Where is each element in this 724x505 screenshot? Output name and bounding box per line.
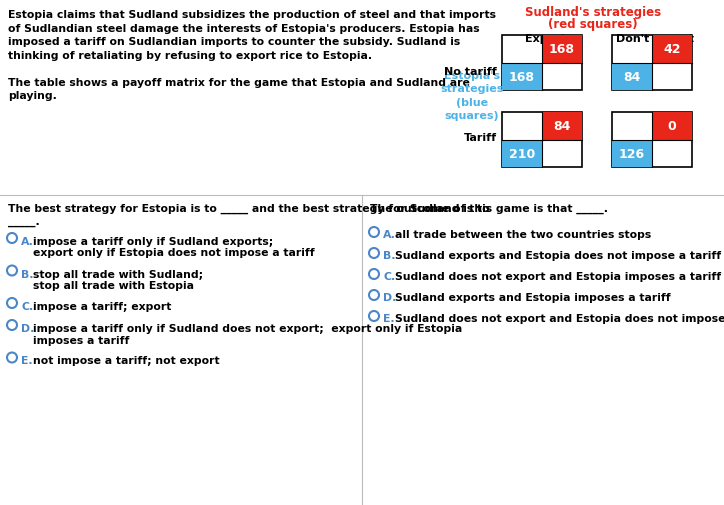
Bar <box>542 36 582 63</box>
Text: No tariff: No tariff <box>445 67 497 77</box>
Text: stop all trade with Sudland;: stop all trade with Sudland; <box>33 269 203 279</box>
Text: Don't export: Don't export <box>616 34 694 44</box>
Text: Sudland's strategies: Sudland's strategies <box>525 6 661 19</box>
Bar <box>612 36 692 91</box>
Bar <box>502 63 542 91</box>
Bar <box>612 140 652 168</box>
Text: B.: B. <box>21 269 33 279</box>
Text: 168: 168 <box>509 71 535 84</box>
Text: Sudland does not export and Estopia does not impose a tariff: Sudland does not export and Estopia does… <box>395 314 724 323</box>
Text: imposed a tariff on Sudlandian imports to counter the subsidy. Sudland is: imposed a tariff on Sudlandian imports t… <box>8 37 460 47</box>
Text: 84: 84 <box>553 120 571 133</box>
Text: D.: D. <box>383 292 396 302</box>
Text: E.: E. <box>21 356 33 366</box>
Text: 168: 168 <box>549 43 575 56</box>
Text: (red squares): (red squares) <box>548 18 638 31</box>
Text: stop all trade with Estopia: stop all trade with Estopia <box>33 280 194 290</box>
Text: not impose a tariff; not export: not impose a tariff; not export <box>33 356 219 366</box>
Bar <box>502 36 582 91</box>
Text: A.: A. <box>21 236 34 246</box>
Text: C.: C. <box>383 272 395 281</box>
Bar <box>612 113 692 168</box>
Bar <box>542 113 582 140</box>
Bar <box>612 63 652 91</box>
Text: thinking of retaliating by refusing to export rice to Estopia.: thinking of retaliating by refusing to e… <box>8 50 372 61</box>
Text: playing.: playing. <box>8 91 57 101</box>
Text: Export: Export <box>524 34 565 44</box>
Text: 210: 210 <box>509 147 535 161</box>
Text: 84: 84 <box>623 71 641 84</box>
Text: D.: D. <box>21 323 34 333</box>
Text: _____.: _____. <box>8 217 40 227</box>
Text: impose a tariff only if Sudland does not export;  export only if Estopia: impose a tariff only if Sudland does not… <box>33 323 462 333</box>
Text: E.: E. <box>383 314 395 323</box>
Text: Tariff: Tariff <box>464 133 497 143</box>
Text: impose a tariff only if Sudland exports;: impose a tariff only if Sudland exports; <box>33 236 273 246</box>
Text: 126: 126 <box>619 147 645 161</box>
Text: The outcome of this game is that _____.: The outcome of this game is that _____. <box>370 204 608 214</box>
Text: B.: B. <box>383 250 395 261</box>
Text: Estopia's
strategies
(blue
squares): Estopia's strategies (blue squares) <box>440 71 504 121</box>
Text: all trade between the two countries stops: all trade between the two countries stop… <box>395 230 652 239</box>
Text: Sudland exports and Estopia does not impose a tariff: Sudland exports and Estopia does not imp… <box>395 250 721 261</box>
Text: imposes a tariff: imposes a tariff <box>33 335 130 345</box>
Text: The best strategy for Estopia is to _____ and the best strategy for Sudland is t: The best strategy for Estopia is to ____… <box>8 204 489 214</box>
Bar <box>652 113 692 140</box>
Text: export only if Estopia does not impose a tariff: export only if Estopia does not impose a… <box>33 248 315 258</box>
Text: Sudland does not export and Estopia imposes a tariff: Sudland does not export and Estopia impo… <box>395 272 721 281</box>
Text: 0: 0 <box>668 120 676 133</box>
Text: C.: C. <box>21 301 33 312</box>
Text: 42: 42 <box>663 43 681 56</box>
Bar <box>502 113 582 168</box>
Text: Estopia claims that Sudland subsidizes the production of steel and that imports: Estopia claims that Sudland subsidizes t… <box>8 10 496 20</box>
Text: of Sudlandian steel damage the interests of Estopia's producers. Estopia has: of Sudlandian steel damage the interests… <box>8 23 479 33</box>
Text: Sudland exports and Estopia imposes a tariff: Sudland exports and Estopia imposes a ta… <box>395 292 670 302</box>
Bar <box>502 140 542 168</box>
Text: A.: A. <box>383 230 396 239</box>
Text: impose a tariff; export: impose a tariff; export <box>33 301 172 312</box>
Text: The table shows a payoff matrix for the game that Estopia and Sudland are: The table shows a payoff matrix for the … <box>8 77 470 87</box>
Bar <box>652 36 692 63</box>
